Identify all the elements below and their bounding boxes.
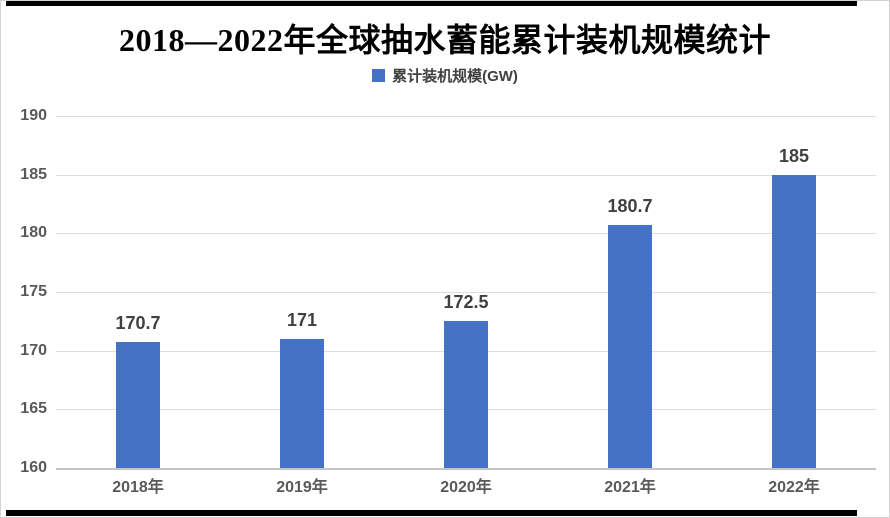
bar bbox=[280, 338, 324, 468]
bottom-border-rule bbox=[6, 510, 857, 516]
x-tick-label: 2019年 bbox=[276, 479, 328, 496]
legend-label: 累计装机规模(GW) bbox=[392, 68, 518, 85]
x-axis-line bbox=[56, 468, 876, 470]
y-tick-label: 170 bbox=[20, 341, 47, 359]
plot-area: 160 165 170 175 180 185 190 170.7 2018年 171 2019年 1… bbox=[20, 108, 876, 496]
bar bbox=[608, 225, 652, 468]
chart-title: 2018—2022年全球抽水蓄能累计装机规模统计 bbox=[118, 22, 771, 58]
x-tick-label: 2022年 bbox=[768, 479, 820, 496]
bar-value-label: 171 bbox=[286, 309, 318, 330]
y-tick-label: 175 bbox=[20, 283, 47, 300]
gridline bbox=[56, 233, 876, 235]
bar bbox=[116, 342, 160, 468]
y-tick-label: 190 bbox=[20, 107, 47, 124]
y-tick-label: 180 bbox=[20, 224, 47, 242]
gridline bbox=[56, 174, 876, 176]
bar bbox=[772, 174, 816, 468]
top-border-rule bbox=[6, 1, 857, 6]
bar-value-label: 185 bbox=[778, 145, 810, 166]
y-tick-label: 185 bbox=[20, 165, 47, 183]
bar-value-label: 180.7 bbox=[607, 196, 653, 217]
x-tick-label: 2018年 bbox=[112, 479, 164, 496]
gridline bbox=[56, 116, 876, 117]
bar bbox=[444, 321, 488, 468]
bar-value-label: 172.5 bbox=[443, 292, 489, 313]
gridline bbox=[56, 292, 876, 293]
legend-swatch-icon bbox=[372, 69, 386, 82]
x-tick-label: 2020年 bbox=[440, 479, 492, 496]
legend: 累计装机规模(GW) bbox=[1, 65, 889, 86]
x-tick-label: 2021年 bbox=[604, 479, 656, 496]
y-tick-label: 165 bbox=[20, 400, 47, 418]
bar-value-label: 170.7 bbox=[115, 313, 161, 334]
y-tick-label: 160 bbox=[20, 459, 47, 476]
